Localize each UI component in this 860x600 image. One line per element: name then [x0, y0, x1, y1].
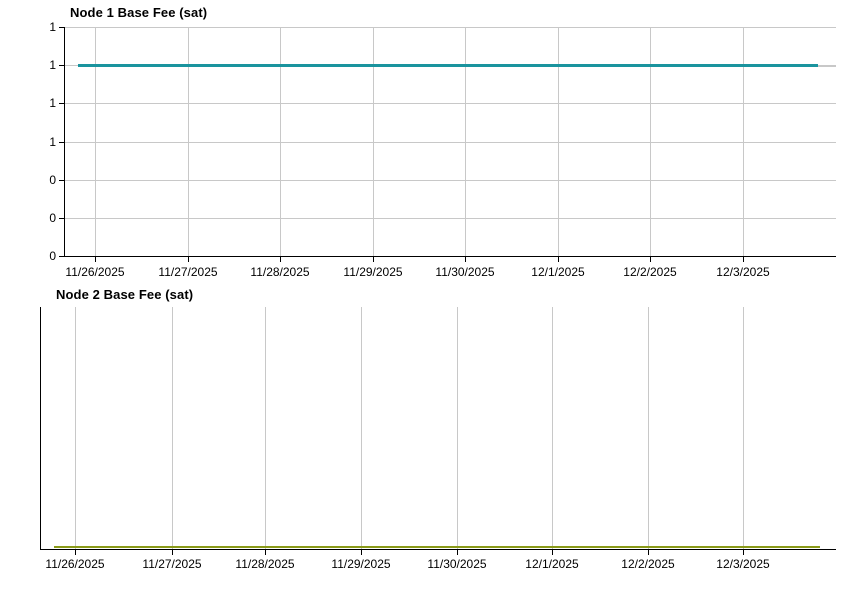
- x-axis-label: 12/2/2025: [621, 557, 675, 571]
- gridline-vertical: [75, 307, 76, 549]
- chart-panel-node-1: Node 1 Base Fee (sat) 1 1 1 1 0 0 0: [0, 0, 860, 282]
- gridline-vertical: [188, 27, 189, 256]
- gridline-vertical: [650, 27, 651, 256]
- gridline-vertical: [552, 307, 553, 549]
- y-tick-mark: [59, 103, 64, 104]
- gridline-horizontal: [64, 27, 836, 28]
- gridline-vertical: [743, 307, 744, 549]
- plot-area-node-2: [40, 307, 836, 550]
- y-tick-mark: [59, 218, 64, 219]
- series-line-node-2: [54, 546, 820, 548]
- y-axis-label: 1: [49, 96, 56, 110]
- y-tick-mark: [59, 180, 64, 181]
- gridline-vertical: [457, 307, 458, 549]
- gridline-vertical: [648, 307, 649, 549]
- series-tail-node-1: [818, 66, 836, 67]
- x-tick-mark: [188, 257, 189, 262]
- x-tick-mark: [465, 257, 466, 262]
- y-axis-line-node-2: [40, 307, 41, 550]
- gridline-vertical: [95, 27, 96, 256]
- x-tick-mark: [552, 550, 553, 555]
- x-axis-label: 11/29/2025: [331, 557, 391, 571]
- plot-area-node-1: [64, 27, 836, 257]
- x-axis-label: 12/1/2025: [531, 265, 585, 279]
- y-axis-label: 1: [49, 135, 56, 149]
- x-tick-mark: [280, 257, 281, 262]
- x-axis-line-node-1: [64, 256, 836, 257]
- x-tick-mark: [172, 550, 173, 555]
- x-axis-line-node-2: [40, 549, 836, 550]
- y-axis-label: 1: [49, 20, 56, 34]
- gridline-horizontal: [64, 142, 836, 143]
- x-tick-mark: [373, 257, 374, 262]
- x-tick-mark: [558, 257, 559, 262]
- x-axis-label: 11/26/2025: [45, 557, 105, 571]
- gridline-vertical: [172, 307, 173, 549]
- x-tick-mark: [361, 550, 362, 555]
- x-tick-mark: [95, 257, 96, 262]
- y-tick-mark: [59, 256, 64, 257]
- x-axis-label: 11/28/2025: [235, 557, 295, 571]
- gridline-horizontal: [64, 103, 836, 104]
- gridline-vertical: [280, 27, 281, 256]
- y-axis-label: 0: [49, 211, 56, 225]
- x-axis-label: 12/2/2025: [623, 265, 677, 279]
- x-axis-label: 11/30/2025: [435, 265, 495, 279]
- chart-title-node-1: Node 1 Base Fee (sat): [70, 5, 208, 20]
- x-tick-mark: [457, 550, 458, 555]
- x-axis-label: 11/29/2025: [343, 265, 403, 279]
- x-axis-label: 12/1/2025: [525, 557, 579, 571]
- y-axis-label: 0: [49, 249, 56, 263]
- gridline-vertical: [265, 307, 266, 549]
- gridline-horizontal: [64, 180, 836, 181]
- gridline-vertical: [558, 27, 559, 256]
- x-tick-mark: [743, 257, 744, 262]
- gridline-horizontal: [64, 218, 836, 219]
- x-tick-mark: [743, 550, 744, 555]
- chart-panel-node-2: Node 2 Base Fee (sat) 11/26/2025 11/27/2…: [0, 283, 860, 600]
- x-tick-mark: [650, 257, 651, 262]
- x-axis-label: 12/3/2025: [716, 557, 770, 571]
- gridline-vertical: [465, 27, 466, 256]
- y-axis-label: 1: [49, 58, 56, 72]
- y-tick-mark: [59, 27, 64, 28]
- x-axis-label: 11/27/2025: [142, 557, 202, 571]
- chart-title-node-2: Node 2 Base Fee (sat): [56, 287, 194, 302]
- y-tick-mark: [59, 142, 64, 143]
- x-tick-mark: [75, 550, 76, 555]
- x-tick-mark: [648, 550, 649, 555]
- y-tick-mark: [59, 65, 64, 66]
- x-axis-label: 11/28/2025: [250, 265, 310, 279]
- x-axis-label: 11/30/2025: [427, 557, 487, 571]
- x-tick-mark: [265, 550, 266, 555]
- x-axis-label: 12/3/2025: [716, 265, 770, 279]
- x-axis-label: 11/26/2025: [65, 265, 125, 279]
- gridline-vertical: [373, 27, 374, 256]
- y-axis-label: 0: [49, 173, 56, 187]
- series-line-node-1: [78, 64, 818, 67]
- gridline-vertical: [361, 307, 362, 549]
- y-axis-line-node-1: [64, 27, 65, 257]
- gridline-vertical: [743, 27, 744, 256]
- x-axis-label: 11/27/2025: [158, 265, 218, 279]
